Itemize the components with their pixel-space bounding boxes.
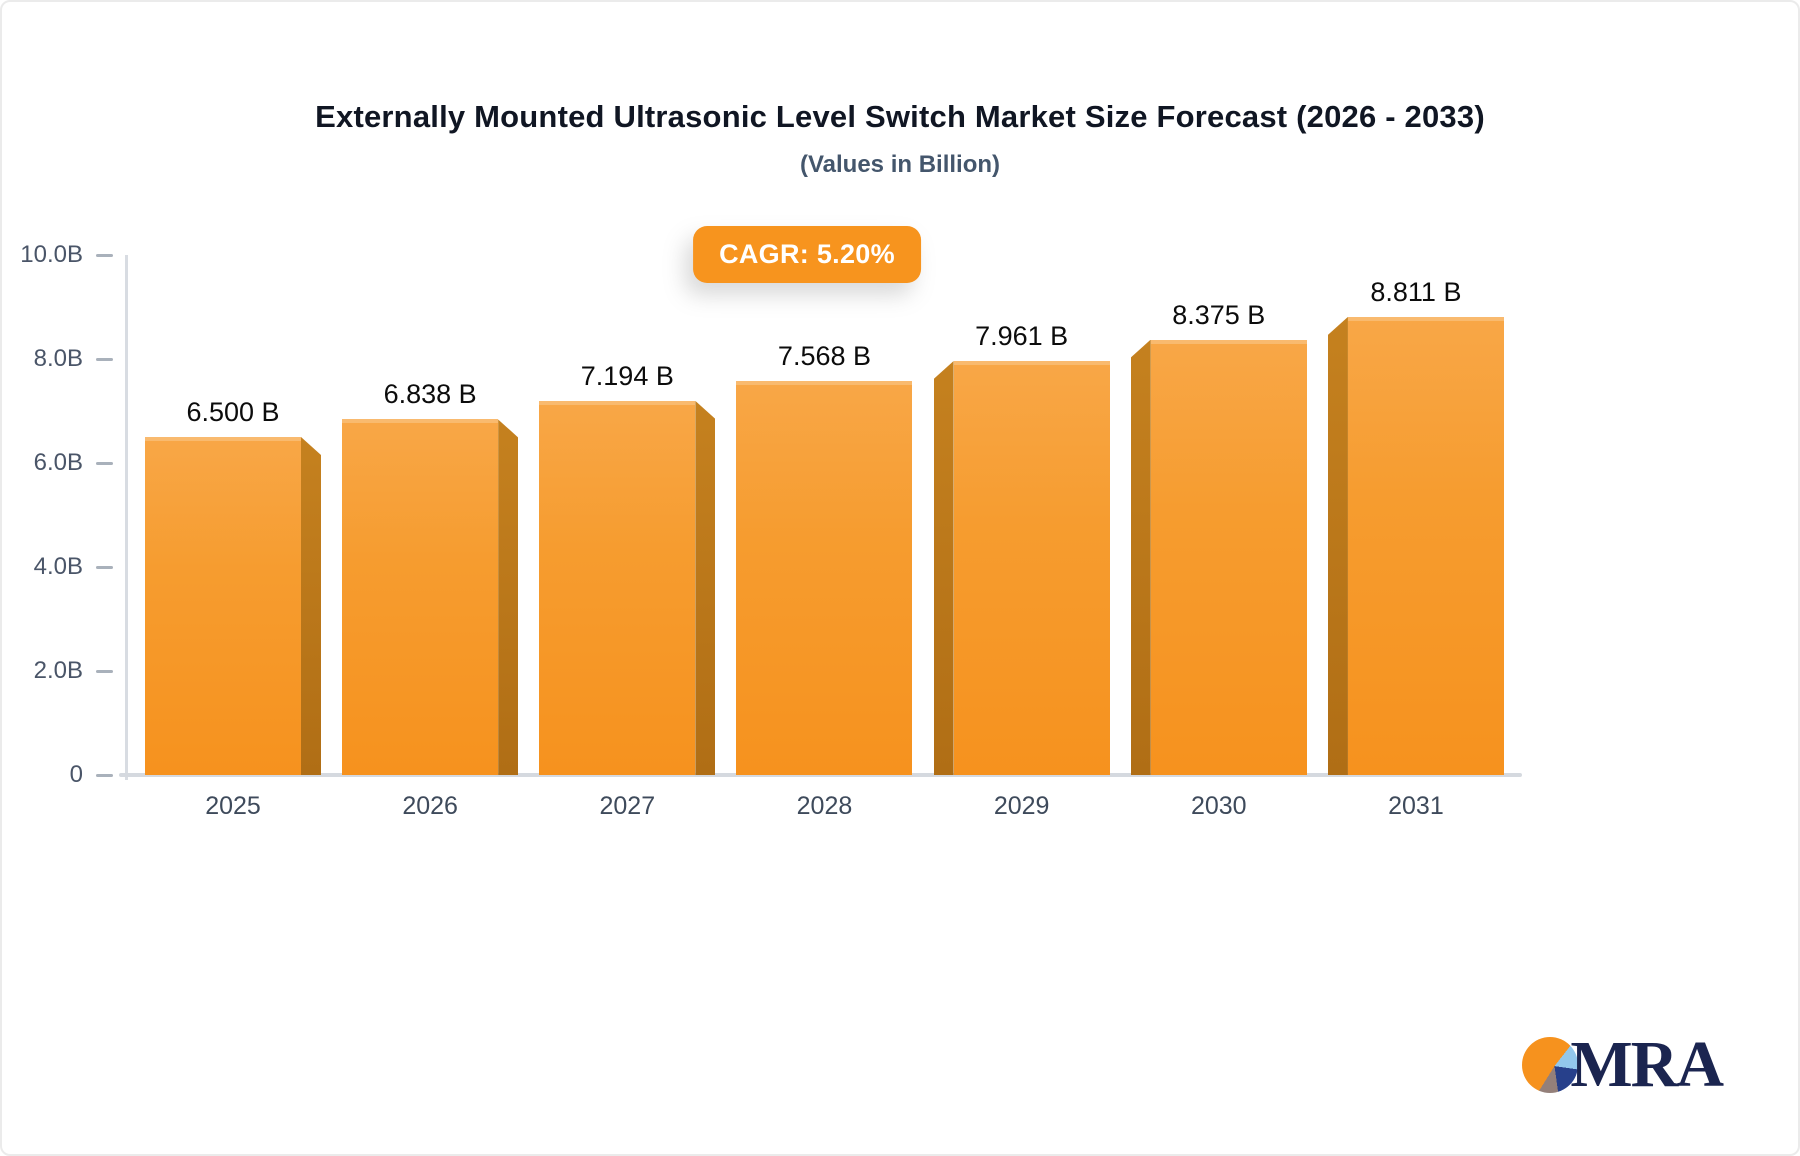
bar-column: 7.194 B 2027	[539, 361, 716, 820]
y-tick: 4.0B	[9, 553, 113, 581]
y-tick-mark	[96, 357, 113, 361]
x-axis-label: 2030	[1190, 792, 1247, 820]
y-tick-mark	[96, 669, 113, 673]
bar	[736, 381, 913, 775]
x-axis-label: 2029	[993, 792, 1050, 820]
x-axis-label: 2026	[402, 792, 458, 820]
y-tick: 8.0B	[9, 345, 113, 373]
bar-value-label: 7.568 B	[777, 341, 871, 372]
bar-side-face	[933, 361, 954, 775]
y-tick-mark	[96, 253, 113, 257]
x-axis-line	[119, 773, 1522, 777]
y-tick: 10.0B	[9, 241, 113, 269]
y-tick-label: 10.0B	[20, 241, 83, 268]
chart-title: Externally Mounted Ultrasonic Level Swit…	[315, 99, 1485, 134]
logo-text: MRA	[1570, 1028, 1724, 1101]
y-tick-label: 0	[69, 761, 83, 788]
bar	[953, 361, 1110, 775]
y-tick: 6.0B	[9, 449, 113, 477]
bar-value-label: 7.194 B	[580, 360, 674, 391]
y-axis-line	[125, 255, 128, 780]
bar-column: 7.568 B 2028	[736, 341, 913, 820]
bar-side-face	[301, 437, 321, 775]
y-tick-mark	[96, 565, 113, 569]
bar	[1150, 339, 1307, 775]
cagr-badge-label: CAGR: 5.20%	[719, 239, 895, 269]
bar-column: 8.375 B 2030	[1130, 300, 1307, 820]
bar	[145, 437, 301, 775]
bar-value-label: 6.500 B	[186, 397, 280, 427]
bar-side-face	[498, 419, 519, 775]
bar-column: 8.811 B 2031	[1327, 277, 1504, 820]
bar-side-face	[1327, 316, 1348, 775]
y-tick-label: 8.0B	[33, 345, 83, 372]
y-tick-label: 4.0B	[33, 553, 83, 580]
bar	[342, 419, 499, 775]
x-axis-label: 2027	[599, 792, 656, 820]
y-tick-mark	[96, 461, 113, 465]
bar-value-label: 8.375 B	[1172, 299, 1266, 330]
x-axis-label: 2025	[205, 792, 261, 820]
bar-column: 6.838 B 2026	[342, 379, 519, 820]
bar-column: 7.961 B 2029	[933, 321, 1110, 820]
cagr-badge: CAGR: 5.20%	[693, 226, 921, 283]
pie-chart-icon	[1522, 1037, 1579, 1093]
bar-side-face	[1130, 339, 1151, 775]
mra-logo: MRA	[1522, 1028, 1724, 1101]
bar-value-label: 7.961 B	[975, 321, 1069, 352]
bar	[539, 400, 696, 775]
bar-chart-plot: 10.0B 8.0B 6.0B 4.0B 2.0B 0 6.500 B 2025 6.838 …	[20, 241, 1522, 820]
y-tick-label: 2.0B	[33, 657, 83, 684]
x-axis-label: 2028	[796, 792, 853, 820]
bar-side-face	[695, 400, 716, 775]
bar-column: 6.500 B 2025	[145, 397, 321, 820]
y-tick: 2.0B	[9, 657, 113, 685]
bar-value-label: 6.838 B	[383, 379, 477, 410]
y-tick: 0	[9, 761, 113, 789]
bar-value-label: 8.811 B	[1370, 276, 1462, 307]
y-tick-label: 6.0B	[33, 449, 83, 476]
bars-row: 6.500 B 2025 6.838 B 2026 7.194 B 2027 7.568 B…	[127, 255, 1522, 820]
chart-subtitle: (Values in Billion)	[799, 151, 1001, 178]
y-tick-mark	[96, 773, 113, 777]
bar	[1347, 316, 1504, 775]
x-axis-label: 2031	[1388, 792, 1444, 820]
